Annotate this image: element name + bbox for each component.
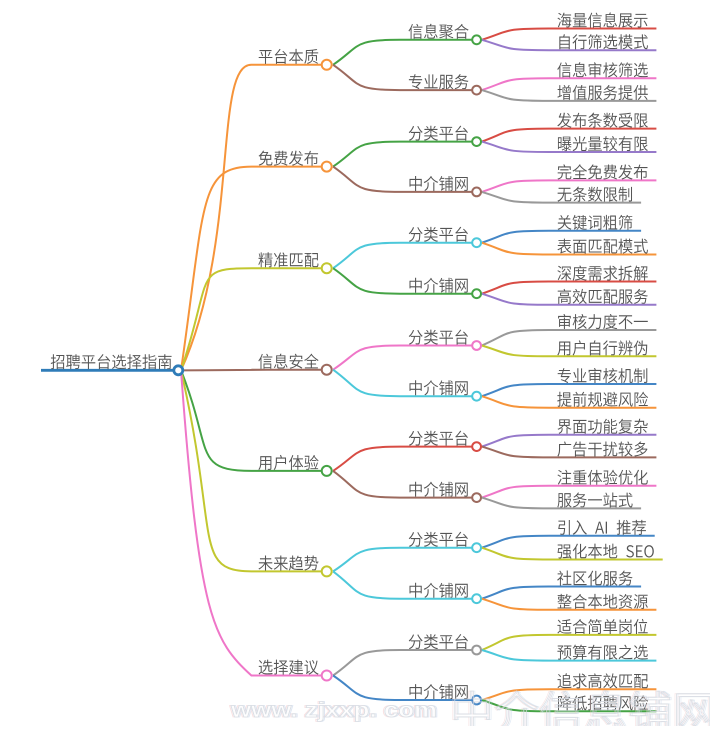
svg-text:www. zjxxp. com: www. zjxxp. com bbox=[228, 698, 435, 722]
svg-text:www. zjxxp. com: www. zjxxp. com bbox=[231, 698, 438, 722]
svg-text:www. zjxxp. com: www. zjxxp. com bbox=[230, 698, 437, 722]
